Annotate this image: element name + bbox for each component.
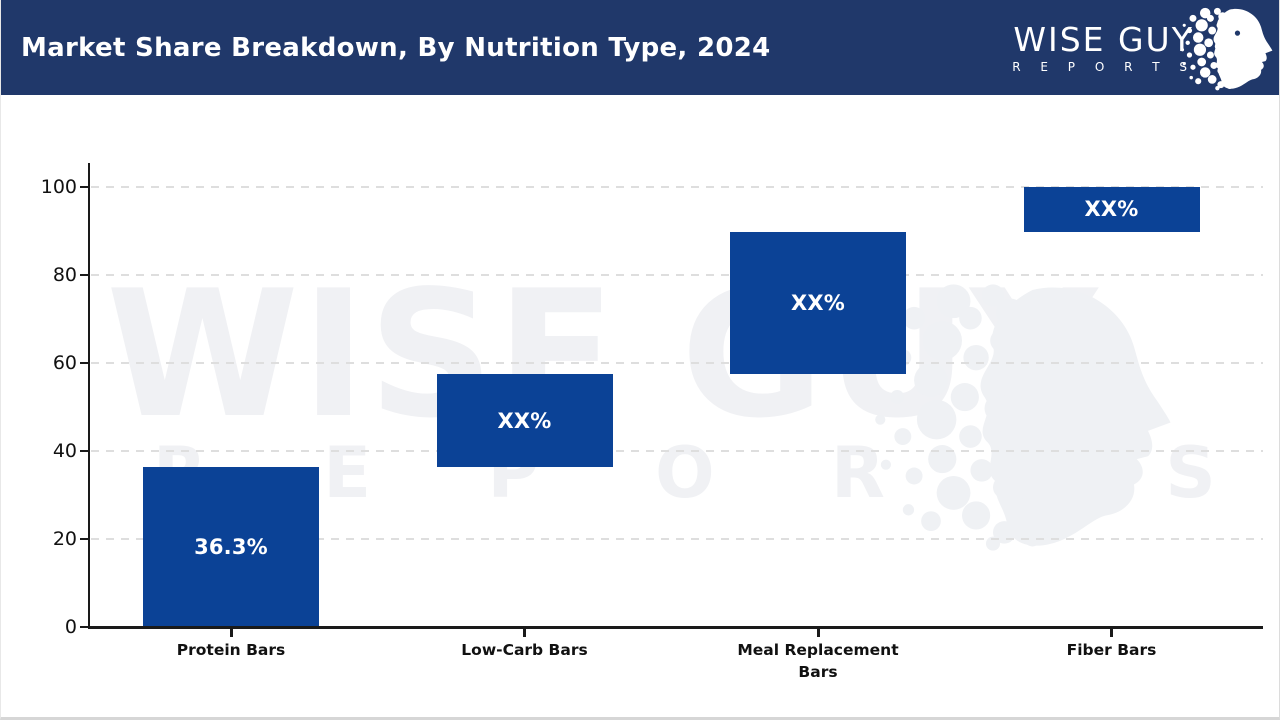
y-axis-tick-80 (80, 274, 89, 276)
x-axis-tick-0 (229, 628, 233, 637)
y-axis-tick-label-40: 40 (52, 440, 77, 462)
x-axis-tick-1 (523, 628, 526, 637)
eye-dot (1234, 30, 1241, 36)
bar-value-label: XX% (497, 408, 552, 433)
y-axis-tick-label-0: 0 (64, 616, 77, 638)
y-axis-tick-60 (80, 362, 89, 364)
bar-value-label: XX% (1084, 197, 1139, 222)
x-axis-line (88, 626, 1263, 629)
gridline-40 (91, 450, 1263, 452)
gridline-60 (91, 362, 1263, 364)
x-axis-category-label-3: Fiber Bars (1066, 641, 1157, 659)
x-axis-tick-3 (1110, 628, 1113, 637)
gridline-80 (91, 274, 1263, 276)
x-axis-category-label-2: Meal Replacement Bars (737, 641, 899, 681)
logo-reports-text: R E P O R T S (1012, 60, 1195, 74)
y-axis-tick-label-100: 100 (40, 176, 77, 198)
bar-fiber-bars: XX% (1023, 187, 1200, 232)
bar-meal-replacement-bars: XX% (730, 231, 906, 374)
gridline-20 (91, 538, 1263, 540)
page-title: Market Share Breakdown, By Nutrition Typ… (21, 32, 771, 63)
bar-protein-bars: 36.3% (143, 467, 319, 627)
header-bar: Market Share Breakdown, By Nutrition Typ… (1, 0, 1279, 95)
y-axis-line (88, 163, 90, 629)
y-axis-tick-0 (80, 626, 89, 628)
bar-value-label: 36.3% (194, 535, 268, 560)
x-axis-category-label-1: Low-Carb Bars (461, 641, 588, 659)
y-axis-tick-label-60: 60 (52, 352, 77, 374)
x-axis-category-label-0: Protein Bars (176, 641, 286, 659)
wiseguy-logo: WISE GUY R E P O R T S (1012, 2, 1275, 94)
y-axis-tick-100 (80, 186, 89, 188)
bar-value-label: XX% (790, 290, 846, 315)
logo-brand-text: WISE GUY (1013, 20, 1194, 59)
y-axis-tick-label-80: 80 (52, 264, 77, 286)
y-axis-tick-20 (80, 538, 89, 540)
y-axis-tick-40 (80, 450, 89, 452)
x-axis-tick-2 (816, 628, 820, 637)
dotted-head-profile-icon (1180, 7, 1273, 91)
bar-low-carb-bars: XX% (436, 374, 613, 468)
gridline-100 (91, 186, 1263, 188)
y-axis-tick-label-20: 20 (52, 528, 77, 550)
